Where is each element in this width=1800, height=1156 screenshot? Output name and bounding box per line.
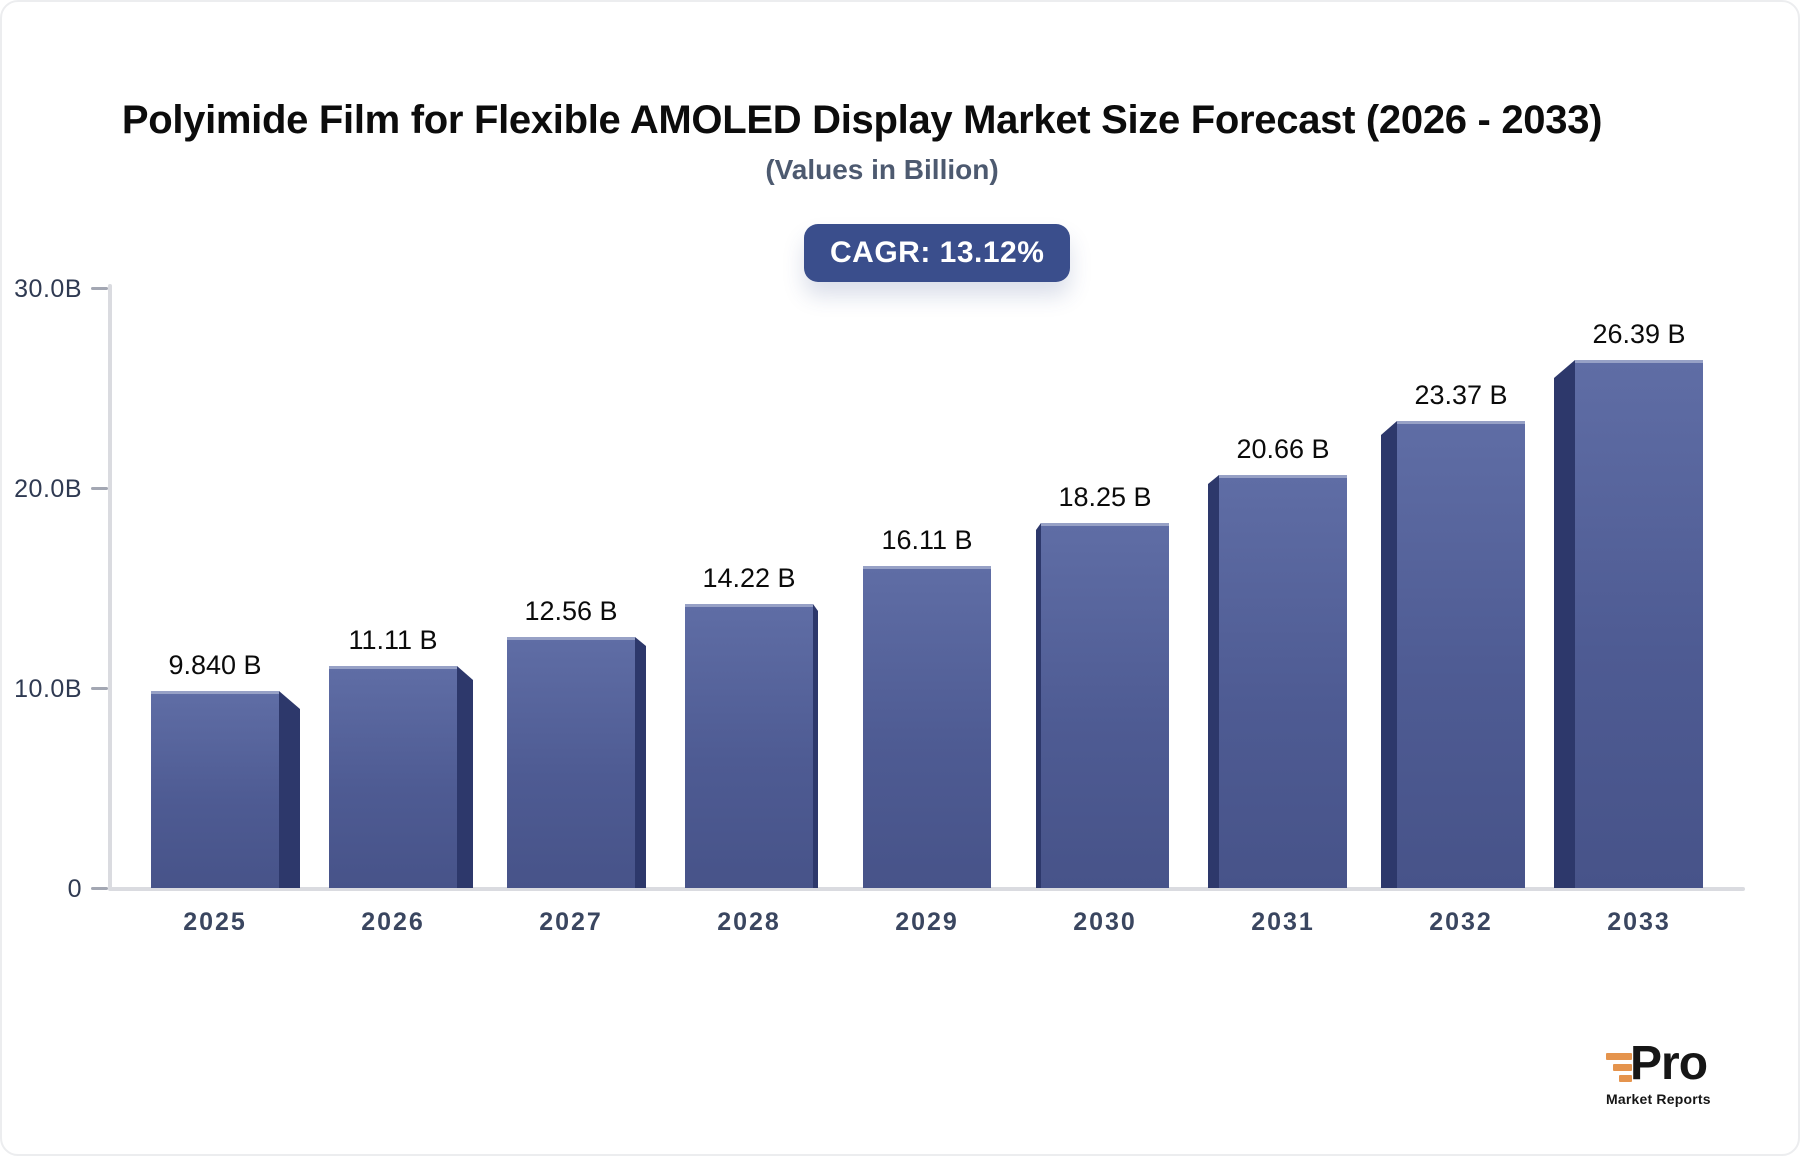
logo-name: Pro — [1630, 1037, 1708, 1090]
bar-3d-side-2032 — [1381, 421, 1397, 888]
chart-subtitle: (Values in Billion) — [765, 154, 999, 185]
bar-value-label-2030: 18.25 B — [1058, 482, 1152, 512]
pro-market-reports-logo: Pro Market Reports — [1606, 1040, 1716, 1107]
bar-2025 — [151, 691, 279, 888]
y-axis-line — [108, 284, 112, 889]
bar-value-label-2031: 20.66 B — [1236, 434, 1330, 464]
x-axis-label-2033: 2033 — [1607, 908, 1671, 936]
x-axis-label-2030: 2030 — [1073, 908, 1137, 936]
bar-3d-side-2026 — [457, 666, 473, 888]
bar-value-label-2026: 11.11 B — [348, 625, 438, 655]
x-axis-label-2028: 2028 — [717, 908, 781, 936]
y-tick-label-20.0B: 20.0B — [14, 475, 82, 503]
y-tick-label-0: 0 — [67, 875, 82, 903]
bar-3d-side-2027 — [635, 637, 646, 888]
y-tick-mark — [91, 687, 108, 690]
bar-3d-side-2025 — [279, 691, 300, 888]
bar-2028 — [685, 604, 813, 888]
bar-value-label-2029: 16.11 B — [881, 525, 973, 555]
x-axis-label-2032: 2032 — [1429, 908, 1493, 936]
x-axis-label-2027: 2027 — [539, 908, 603, 936]
y-tick-mark — [91, 887, 108, 890]
y-tick-mark — [91, 287, 108, 290]
bar-2033 — [1575, 360, 1703, 888]
y-tick-label-30.0B: 30.0B — [14, 275, 82, 303]
bar-2030 — [1041, 523, 1169, 888]
bar-2032 — [1397, 421, 1525, 888]
x-axis-label-2031: 2031 — [1251, 908, 1315, 936]
bar-value-label-2033: 26.39 B — [1592, 319, 1686, 349]
bar-value-label-2028: 14.22 B — [702, 563, 796, 593]
y-tick-mark — [91, 487, 108, 490]
x-axis-label-2026: 2026 — [361, 908, 425, 936]
bar-3d-side-2031 — [1208, 475, 1219, 888]
bar-3d-side-2033 — [1554, 360, 1575, 888]
logo-subtext: Market Reports — [1606, 1091, 1711, 1107]
bar-3d-side-2028 — [813, 604, 818, 888]
bar-2031 — [1219, 475, 1347, 888]
bar-2027 — [507, 637, 635, 888]
bar-3d-side-2030 — [1036, 523, 1041, 888]
bar-value-label-2027: 12.56 B — [524, 596, 618, 626]
bar-value-label-2025: 9.840 B — [168, 650, 262, 680]
x-axis-label-2029: 2029 — [895, 908, 959, 936]
y-tick-label-10.0B: 10.0B — [14, 675, 82, 703]
chart-title: Polyimide Film for Flexible AMOLED Displ… — [121, 98, 1603, 142]
x-axis-label-2025: 2025 — [183, 908, 247, 936]
cagr-badge: CAGR: 13.12% — [804, 224, 1071, 282]
bar-2026 — [329, 666, 457, 888]
bar-value-label-2032: 23.37 B — [1414, 380, 1508, 410]
logo-bars-icon — [1606, 1053, 1632, 1086]
bar-2029 — [863, 566, 991, 888]
x-axis-line — [108, 887, 1745, 891]
